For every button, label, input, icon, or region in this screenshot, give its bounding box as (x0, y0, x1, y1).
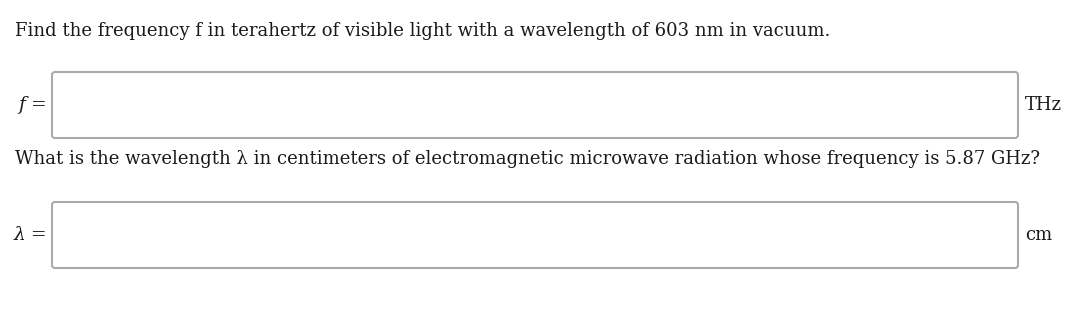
Text: f =: f = (18, 96, 47, 114)
Text: What is the wavelength λ in centimeters of electromagnetic microwave radiation w: What is the wavelength λ in centimeters … (15, 150, 1041, 168)
Text: THz: THz (1025, 96, 1062, 114)
Text: cm: cm (1025, 226, 1052, 244)
FancyBboxPatch shape (52, 202, 1018, 268)
FancyBboxPatch shape (52, 72, 1018, 138)
Text: Find the frequency f in terahertz of visible light with a wavelength of 603 nm i: Find the frequency f in terahertz of vis… (15, 22, 831, 40)
Text: λ =: λ = (14, 226, 47, 244)
